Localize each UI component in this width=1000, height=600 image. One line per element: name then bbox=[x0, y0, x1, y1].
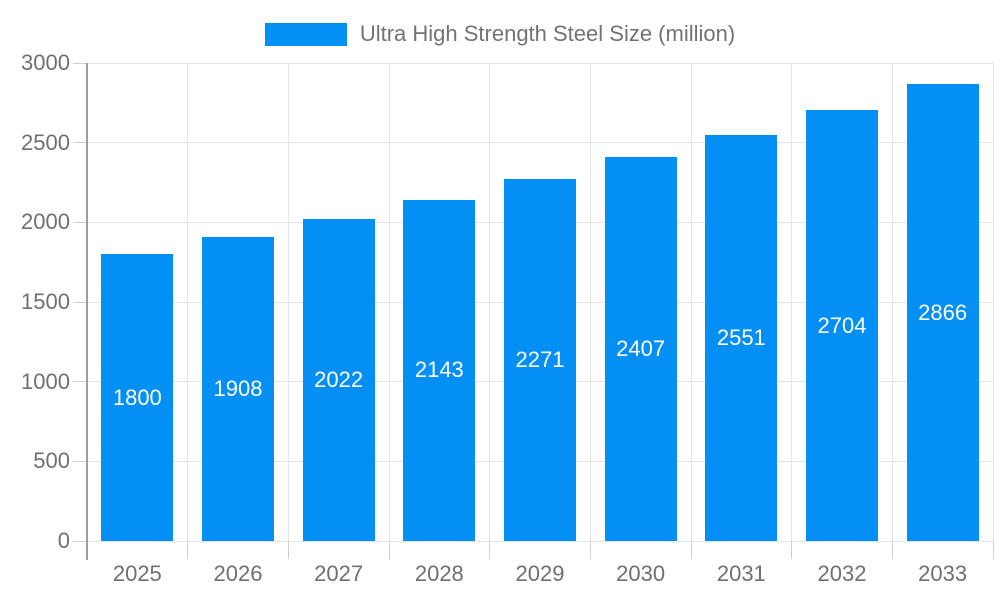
x-tick bbox=[287, 541, 289, 559]
bar-value-label: 2551 bbox=[716, 324, 766, 350]
bar-value-label: 2704 bbox=[817, 312, 867, 338]
bar-value-label: 2866 bbox=[918, 299, 968, 325]
bar: 2866 bbox=[906, 84, 979, 541]
bar-value-label: 1908 bbox=[213, 375, 263, 401]
x-tick-label: 2025 bbox=[112, 561, 162, 586]
x-tick-label: 2026 bbox=[213, 561, 263, 586]
v-gridline bbox=[791, 63, 793, 541]
x-tick-label: 2030 bbox=[616, 561, 666, 586]
y-tick-label: 500 bbox=[33, 448, 70, 474]
y-tick-label: 3000 bbox=[21, 50, 70, 75]
v-gridline bbox=[992, 63, 994, 541]
bar: 2022 bbox=[302, 218, 375, 541]
y-axis-line bbox=[86, 63, 88, 560]
legend-label: Ultra High Strength Steel Size (million) bbox=[359, 21, 736, 46]
plot-area: 1800 1908 2022 2143 2271 2407 2551 2704 2866 bbox=[87, 62, 994, 542]
h-gridline bbox=[87, 540, 993, 542]
v-gridline bbox=[287, 63, 289, 541]
legend: Ultra High Strength Steel Size (million) bbox=[0, 21, 1000, 47]
v-gridline bbox=[891, 63, 893, 541]
x-tick bbox=[388, 541, 390, 559]
x-tick-label: 2028 bbox=[414, 561, 464, 586]
h-gridline bbox=[87, 62, 993, 64]
y-tick bbox=[73, 221, 87, 223]
bar-value-label: 2271 bbox=[515, 347, 565, 373]
bar: 2271 bbox=[504, 179, 576, 541]
bar: 2551 bbox=[705, 134, 778, 541]
y-tick bbox=[73, 62, 87, 64]
v-gridline bbox=[489, 63, 491, 541]
y-tick bbox=[73, 540, 87, 542]
x-tick-label: 2031 bbox=[716, 561, 766, 586]
bar: 2407 bbox=[604, 157, 677, 541]
v-gridline bbox=[388, 63, 390, 541]
x-tick-label: 2027 bbox=[314, 561, 364, 586]
x-tick bbox=[690, 541, 692, 559]
x-tick-label: 2032 bbox=[817, 561, 867, 586]
x-tick bbox=[187, 541, 189, 559]
h-gridline bbox=[87, 142, 993, 144]
bar: 1800 bbox=[101, 254, 174, 541]
y-tick bbox=[73, 460, 87, 462]
y-tick-label: 2000 bbox=[21, 209, 70, 235]
x-tick bbox=[891, 541, 893, 559]
x-tick bbox=[589, 541, 591, 559]
x-tick-label: 2033 bbox=[918, 561, 968, 586]
bar-value-label: 1800 bbox=[112, 384, 162, 410]
bar-value-label: 2022 bbox=[314, 366, 364, 392]
bar: 1908 bbox=[202, 236, 274, 541]
x-tick bbox=[489, 541, 491, 559]
y-tick bbox=[73, 142, 87, 144]
bar-value-label: 2407 bbox=[616, 336, 666, 362]
v-gridline bbox=[589, 63, 591, 541]
y-tick bbox=[73, 301, 87, 303]
bar: 2704 bbox=[806, 110, 878, 541]
y-tick-label: 0 bbox=[57, 528, 70, 553]
bar: 2143 bbox=[403, 199, 476, 541]
bar-value-label: 2143 bbox=[414, 357, 464, 383]
x-tick bbox=[992, 541, 994, 559]
y-tick-label: 1000 bbox=[21, 368, 70, 394]
v-gridline bbox=[690, 63, 692, 541]
legend-swatch bbox=[264, 22, 347, 46]
x-tick bbox=[791, 541, 793, 559]
y-tick bbox=[73, 381, 87, 383]
y-tick-label: 2500 bbox=[21, 129, 70, 155]
x-tick-label: 2029 bbox=[515, 561, 565, 586]
y-tick-label: 1500 bbox=[21, 289, 70, 314]
v-gridline bbox=[187, 63, 189, 541]
